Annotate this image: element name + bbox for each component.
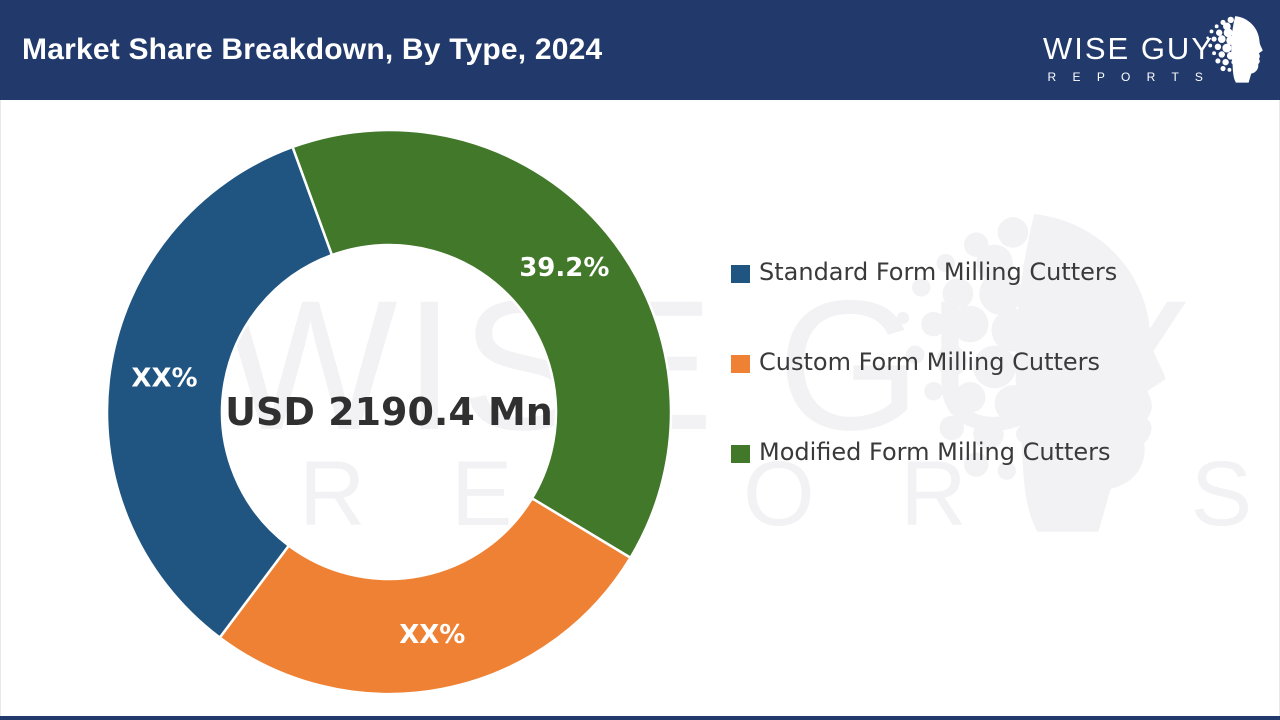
legend: Standard Form Milling Cutters Custom For…	[731, 258, 1117, 528]
slice-label-2: XX%	[131, 364, 197, 394]
donut-slice-2	[105, 145, 334, 639]
content-area: WISE GUY R E P O R T S 39.2% XX% X	[0, 100, 1280, 716]
legend-item-standard: Standard Form Milling Cutters	[731, 258, 1117, 286]
donut-center-value: USD 2190.4 Mn	[225, 390, 553, 434]
logo-wordmark: WISE GUY	[1042, 30, 1214, 66]
legend-swatch-standard	[731, 264, 750, 283]
logo-head-dots	[1206, 16, 1240, 72]
legend-label: Modified Form Milling Cutters	[759, 438, 1111, 466]
legend-swatch-custom	[731, 354, 750, 373]
legend-swatch-modified	[731, 444, 750, 463]
legend-label: Standard Form Milling Cutters	[759, 258, 1118, 286]
logo-head-icon	[1206, 16, 1263, 83]
legend-item-custom: Custom Form Milling Cutters	[731, 348, 1117, 376]
slice-label-1: XX%	[399, 620, 465, 650]
donut-slice-0	[291, 128, 673, 559]
legend-item-modified: Modified Form Milling Cutters	[731, 438, 1117, 466]
logo-text: WISE GUY R E P O R T S	[1043, 31, 1214, 84]
header: Market Share Breakdown, By Type, 2024 WI…	[0, 0, 1280, 100]
logo-subtitle: R E P O R T S	[1047, 69, 1210, 84]
donut-slice-1	[218, 497, 632, 696]
footer-bar	[0, 716, 1280, 720]
slice-label-0: 39.2%	[519, 253, 609, 283]
logo: WISE GUY R E P O R T S	[1043, 9, 1264, 91]
page-title: Market Share Breakdown, By Type, 2024	[22, 33, 603, 66]
donut-chart: 39.2% XX% XX% USD 2190.4 Mn	[105, 128, 673, 696]
legend-label: Custom Form Milling Cutters	[759, 348, 1101, 376]
donut-slices: 39.2% XX% XX%	[105, 128, 673, 696]
